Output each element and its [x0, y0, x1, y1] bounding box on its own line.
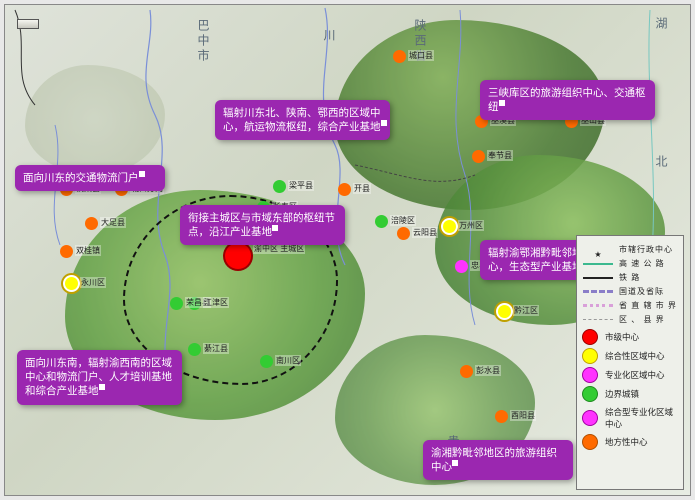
province-label: 巴中市: [195, 19, 212, 64]
city-label-南川区: 南川区: [275, 355, 301, 366]
legend-line-国道及省际: 国道及省际: [583, 286, 677, 297]
city-label-双桂镇: 双桂镇: [75, 245, 101, 256]
legend-dots-group: 市级中心综合性区域中心 专业化区域中心 边界城镇综合型专业化区域中心地方性中心: [583, 330, 677, 449]
city-marker-黔江区[interactable]: [498, 305, 511, 318]
city-label-黔江区: 黔江区: [513, 305, 539, 316]
legend-line-铁 路: 铁 路: [583, 272, 677, 283]
province-label: 湖: [653, 17, 670, 32]
legend-box: ★ 市辖行政中心高 速 公 路铁 路国道及省际省 直 辖 市 界区 、 县 界 市…: [576, 235, 684, 490]
legend-line-省 直 辖 市 界: 省 直 辖 市 界: [583, 300, 677, 311]
callout-chuandongbei: 辐射川东北、陕南、鄂西的区域中心，航运物流枢纽，综合产业基地: [215, 100, 390, 140]
callout-sanxia: 三峡库区的旅游组织中心、交通枢纽: [480, 80, 655, 120]
callout-chuandong-gateway: 面向川东的交通物流门户: [15, 165, 165, 191]
city-marker-綦江县[interactable]: [188, 343, 201, 356]
city-label-大足县: 大足县: [100, 217, 126, 228]
city-marker-云阳县[interactable]: [397, 227, 410, 240]
city-label-涪陵区: 涪陵区: [390, 215, 416, 226]
city-label-綦江县: 綦江县: [203, 343, 229, 354]
callout-xiancheng-hub: 衔接主城区与市域东部的枢纽节点，沿江产业基地: [180, 205, 345, 245]
city-marker-城口县[interactable]: [393, 50, 406, 63]
legend-lines-group: ★ 市辖行政中心高 速 公 路铁 路国道及省际省 直 辖 市 界区 、 县 界: [583, 244, 677, 325]
city-label-开县: 开县: [353, 183, 371, 194]
city-marker-荣昌县[interactable]: [170, 297, 183, 310]
province-label: 北: [653, 155, 670, 170]
map-title: [17, 19, 39, 29]
city-label-奉节县: 奉节县: [487, 150, 513, 161]
city-label-酉阳县: 酉阳县: [510, 410, 536, 421]
legend-line-高 速 公 路: 高 速 公 路: [583, 258, 677, 269]
city-marker-万州区[interactable]: [443, 220, 456, 233]
city-marker-南川区[interactable]: [260, 355, 273, 368]
map-window: 巴中市川陕西省湖北湖南贵州省 辐射川东北、陕南、鄂西的区域中心，航运物流枢纽，综…: [4, 4, 691, 496]
legend-dot-综合性区域中心: 综合性区域中心: [583, 349, 677, 363]
city-label-云阳县: 云阳县: [412, 227, 438, 238]
province-label: 川: [321, 29, 338, 44]
city-marker-渝中区 主城区[interactable]: [225, 243, 251, 269]
legend-line-区 、 县 界: 区 、 县 界: [583, 314, 677, 325]
callout-yuxiangqian-tourism: 渝湘黔毗邻地区的旅游组织中心: [423, 440, 573, 480]
legend-dot-市级中心: 市级中心: [583, 330, 677, 344]
city-marker-忠县[interactable]: [455, 260, 468, 273]
map-canvas: 巴中市川陕西省湖北湖南贵州省 辐射川东北、陕南、鄂西的区域中心，航运物流枢纽，综…: [5, 5, 690, 495]
city-marker-大足县[interactable]: [85, 217, 98, 230]
legend-dot-地方性中心: 地方性中心: [583, 435, 677, 449]
city-label-城口县: 城口县: [408, 50, 434, 61]
city-marker-奉节县[interactable]: [472, 150, 485, 163]
city-label-万州区: 万州区: [458, 220, 484, 231]
city-marker-梁平县[interactable]: [273, 180, 286, 193]
city-marker-开县[interactable]: [338, 183, 351, 196]
city-marker-彭水县[interactable]: [460, 365, 473, 378]
callout-chuandongnan: 面向川东南，辐射渝西南的区域中心和物流门户、人才培训基地和综合产业基地: [17, 350, 182, 405]
city-label-梁平县: 梁平县: [288, 180, 314, 191]
city-label-彭水县: 彭水县: [475, 365, 501, 376]
city-marker-酉阳县[interactable]: [495, 410, 508, 423]
legend-dot-综合型专业化区域中心: 综合型专业化区域中心: [583, 406, 677, 430]
city-marker-涪陵区[interactable]: [375, 215, 388, 228]
city-marker-永川区[interactable]: [65, 277, 78, 290]
legend-dot-边界城镇: 边界城镇: [583, 387, 677, 401]
legend-dot-专业化区域中心: 专业化区域中心: [583, 368, 677, 382]
city-label-江津区: 江津区: [203, 297, 229, 308]
city-label-永川区: 永川区: [80, 277, 106, 288]
city-marker-双桂镇[interactable]: [60, 245, 73, 258]
legend-line-市辖行政中心: ★ 市辖行政中心: [583, 244, 677, 255]
